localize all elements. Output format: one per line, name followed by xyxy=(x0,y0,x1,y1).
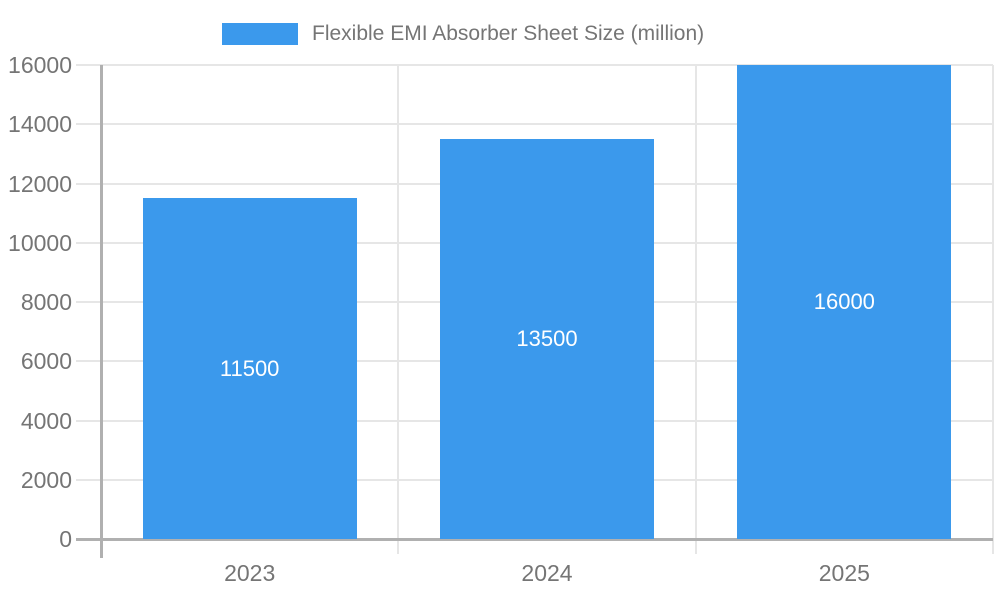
bar: 16000 xyxy=(737,65,952,539)
y-gridline xyxy=(76,64,993,66)
y-tick-label: 0 xyxy=(59,526,72,552)
x-gridline xyxy=(694,65,697,554)
legend-swatch xyxy=(222,23,298,45)
legend-label: Flexible EMI Absorber Sheet Size (millio… xyxy=(312,22,705,45)
bar: 13500 xyxy=(440,139,654,539)
y-tick-label: 8000 xyxy=(20,289,72,315)
y-tick-label: 2000 xyxy=(20,466,72,493)
y-axis-line xyxy=(100,65,103,558)
x-gridline xyxy=(992,65,994,554)
legend: Flexible EMI Absorber Sheet Size (millio… xyxy=(222,23,704,45)
x-axis-line xyxy=(76,538,993,541)
bar-value-label: 16000 xyxy=(813,289,875,314)
y-tick-label: 4000 xyxy=(20,407,72,434)
y-tick-label: 6000 xyxy=(20,348,72,375)
y-gridline xyxy=(76,123,993,126)
x-gridline xyxy=(397,65,400,554)
bar: 11500 xyxy=(142,198,357,539)
x-tick-label: 2023 xyxy=(224,560,276,586)
y-tick-label: 12000 xyxy=(8,170,72,197)
y-tick-label: 14000 xyxy=(8,111,72,138)
bar-value-label: 11500 xyxy=(219,355,280,381)
x-tick-label: 2024 xyxy=(521,560,573,586)
y-tick-label: 10000 xyxy=(8,229,72,256)
bar-value-label: 13500 xyxy=(516,326,578,352)
x-tick-label: 2025 xyxy=(818,560,870,586)
y-tick-label: 16000 xyxy=(8,52,72,78)
